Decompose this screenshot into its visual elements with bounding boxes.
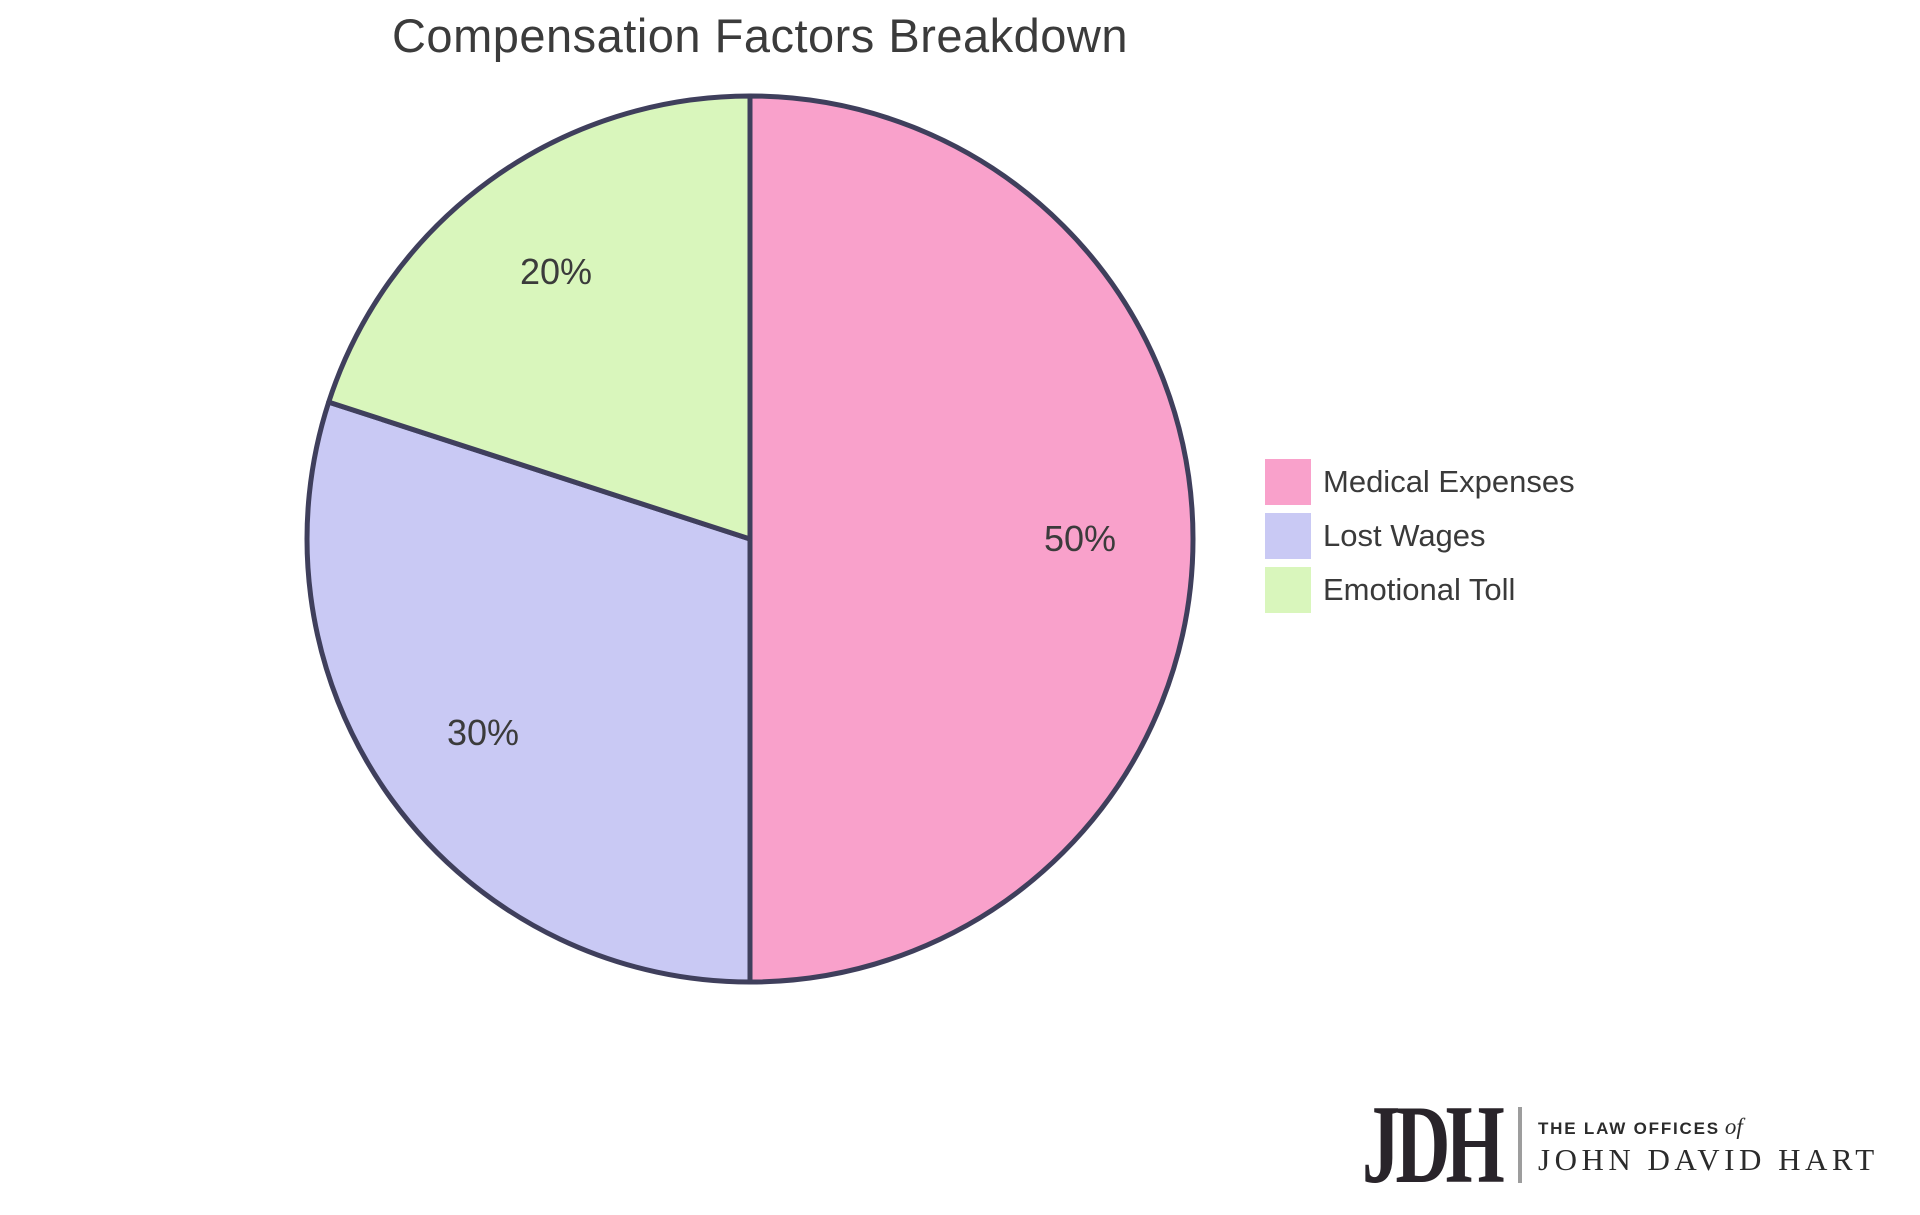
legend-label: Lost Wages [1323,518,1486,553]
logo-of-word: of [1724,1114,1743,1139]
legend-label: Emotional Toll [1323,572,1516,607]
pie-slice-emotional-toll[interactable] [326,93,753,542]
legend-swatch-medical-expenses [1265,459,1311,505]
legend-item-lost-wages[interactable]: Lost Wages [1265,513,1575,559]
legend-label: Medical Expenses [1323,464,1575,499]
logo-firm-name: JOHN DAVID HART [1538,1142,1879,1177]
law-firm-logo: JDH THE LAW OFFICES of JOHN DAVID HART [1362,1083,1879,1207]
legend-swatch-lost-wages [1265,513,1311,559]
legend: Medical Expenses Lost Wages Emotional To… [1265,459,1575,621]
logo-offices-text: THE LAW OFFICES [1538,1119,1720,1138]
legend-swatch-emotional-toll [1265,567,1311,613]
pie-slice-medical-expenses[interactable] [747,93,1196,985]
slice-percent-label-lost-wages: 30% [447,712,519,753]
logo-offices-line: THE LAW OFFICES of [1538,1115,1879,1138]
chart-title: Compensation Factors Breakdown [391,9,1129,62]
slice-percent-label-emotional-toll: 20% [520,251,592,292]
logo-monogram-jdh: JDH [1362,1083,1505,1207]
logo-text-block: THE LAW OFFICES of JOHN DAVID HART [1538,1115,1879,1175]
legend-item-medical-expenses[interactable]: Medical Expenses [1265,459,1575,505]
logo-divider [1518,1107,1522,1183]
legend-item-emotional-toll[interactable]: Emotional Toll [1265,567,1575,613]
pie-slice-lost-wages[interactable] [304,399,753,985]
slice-percent-label-medical-expenses: 50% [1044,518,1116,559]
